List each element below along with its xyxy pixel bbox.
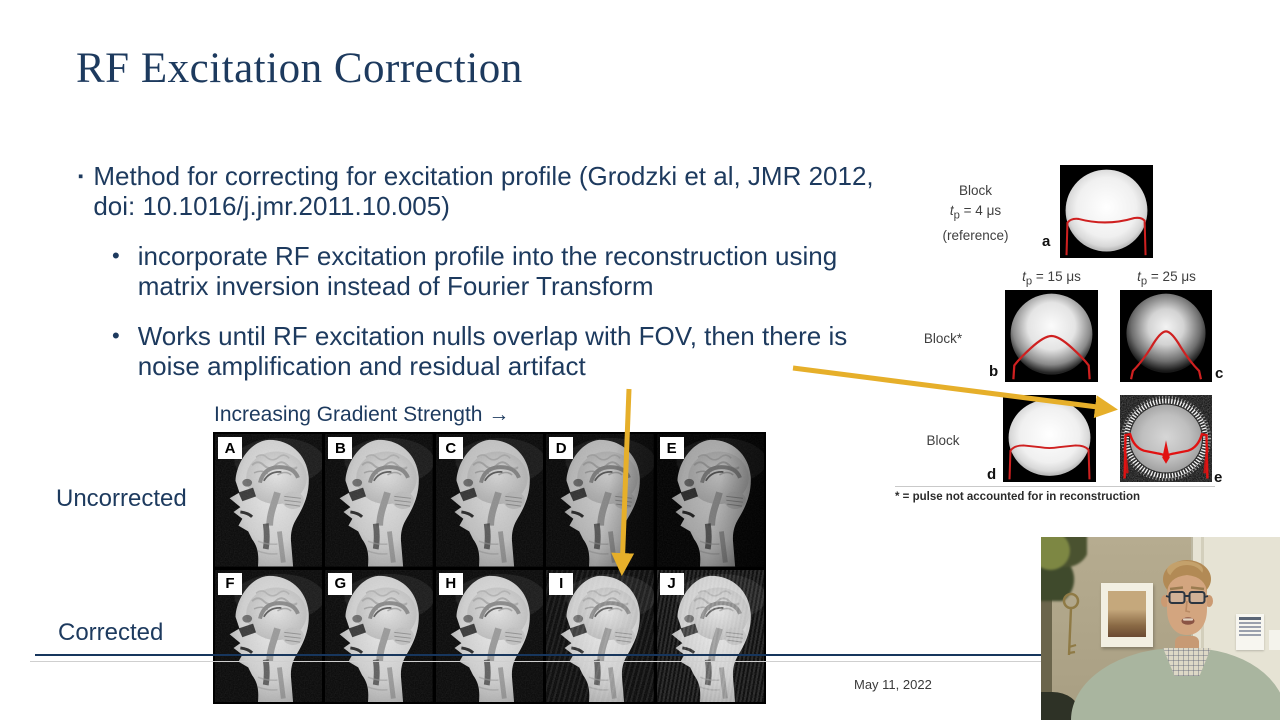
- bullet-dot-icon: •: [112, 323, 120, 348]
- framed-photo: [1108, 591, 1146, 637]
- panel-letter: D: [549, 437, 574, 459]
- slide-title: RF Excitation Correction: [76, 45, 523, 92]
- mri-panel-g: G: [325, 569, 433, 702]
- mri-panel-d: D: [546, 434, 654, 567]
- figure-letter-d: d: [987, 466, 997, 483]
- panel-letter: H: [438, 572, 463, 595]
- noise-overlay: [657, 434, 764, 567]
- mri-panel-e: E: [656, 434, 764, 567]
- picture-frame: [1101, 583, 1153, 647]
- noise-overlay: [546, 434, 653, 567]
- panel-letter: A: [218, 437, 242, 459]
- phantom-e: [1120, 395, 1212, 482]
- footer-line-light: [30, 661, 1041, 662]
- tp15-label: tp = 15 μs: [1022, 269, 1081, 288]
- bullet-method: ▪ Method for correcting for excitation p…: [78, 161, 890, 221]
- mri-panel-b: B: [325, 434, 433, 567]
- tp25-label: tp = 25 μs: [1137, 269, 1196, 288]
- webcam-left-shadow: [1041, 537, 1052, 720]
- sub-bullet-incorporate: • incorporate RF excitation profile into…: [112, 241, 902, 301]
- footer-line: [35, 654, 1041, 656]
- mri-panel-j: J: [656, 569, 764, 702]
- figure-divider: [895, 486, 1215, 487]
- mri-panel-a: A: [215, 434, 323, 567]
- phantom-c: [1120, 290, 1212, 382]
- slide-date: May 11, 2022: [854, 677, 932, 692]
- sub-bullet-works-text: Works until RF excitation nulls overlap …: [137, 321, 848, 381]
- door-sign: [1236, 614, 1264, 650]
- figure-letter-e: e: [1214, 469, 1223, 486]
- webcam-overlay: [1041, 537, 1280, 720]
- block-star-label: Block*: [923, 331, 963, 346]
- mri-panel-f: F: [215, 569, 323, 702]
- figure-letter-a: a: [1042, 233, 1051, 250]
- phantom-figure: Block tp = 4 μs (reference) a tp = 15 μs…: [893, 163, 1225, 511]
- uncorrected-label: Uncorrected: [56, 485, 187, 512]
- phantom-b: [1005, 290, 1098, 382]
- panel-letter: F: [218, 572, 242, 595]
- panel-letter: B: [328, 437, 353, 459]
- figure-letter-c: c: [1215, 365, 1224, 382]
- mri-panel-h: H: [435, 569, 544, 702]
- corrected-label: Corrected: [58, 619, 164, 646]
- bullet-method-text: Method for correcting for excitation pro…: [93, 161, 874, 221]
- gradient-strength-label: Increasing Gradient Strength →: [214, 403, 510, 426]
- bullet-dot-icon: •: [112, 243, 120, 268]
- mri-comparison-grid: A B C D E F G H I J: [213, 432, 766, 704]
- key-ornament: [1062, 592, 1080, 656]
- plant-decor: [1041, 537, 1087, 601]
- figure-caption: * = pulse not accounted for in reconstru…: [895, 491, 1141, 503]
- presenter-face: [1161, 560, 1213, 635]
- figure-letter-b: b: [989, 363, 999, 380]
- block-label: Block: [926, 433, 960, 448]
- bullet-square-icon: ▪: [78, 168, 84, 185]
- phantom-d: [1003, 395, 1096, 482]
- sub-bullet-incorporate-text: incorporate RF excitation profile into t…: [137, 241, 838, 301]
- mri-panel-c: C: [435, 434, 544, 567]
- panel-letter: J: [659, 572, 684, 595]
- panel-letter: C: [438, 437, 463, 459]
- reference-label: Block tp = 4 μs (reference): [942, 183, 1009, 243]
- mri-panel-i: I: [546, 569, 654, 702]
- panel-letter: E: [659, 437, 684, 459]
- phantom-a: [1060, 165, 1153, 258]
- panel-letter: I: [549, 572, 574, 595]
- door-paper: [1269, 630, 1280, 650]
- panel-letter: G: [328, 572, 353, 595]
- sub-bullet-works: • Works until RF excitation nulls overla…: [112, 321, 902, 381]
